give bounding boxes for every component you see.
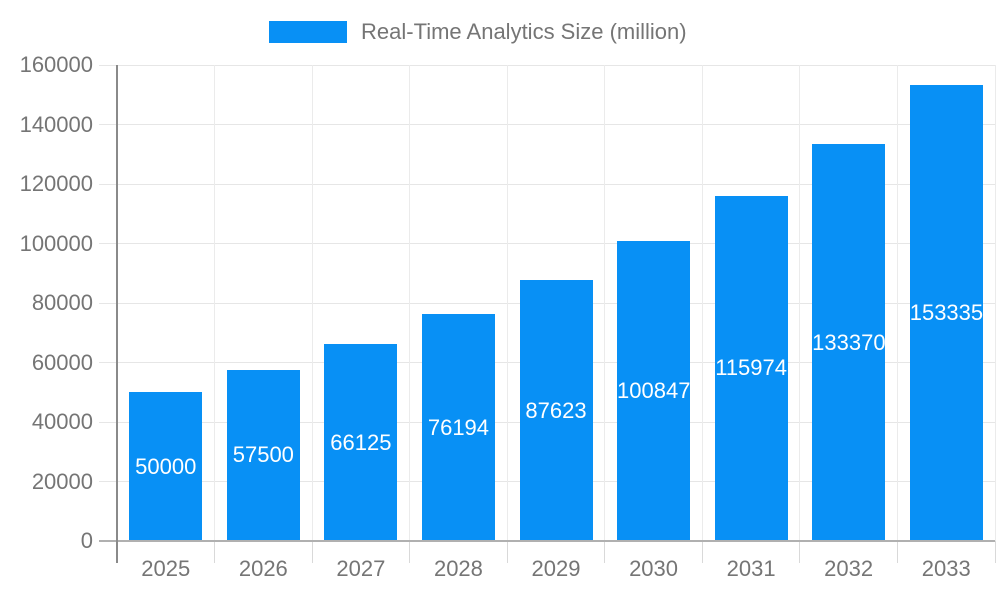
x-axis-tick [214, 541, 216, 563]
y-tick-label: 60000 [31, 349, 93, 375]
x-tick-label-2028: 2028 [433, 556, 483, 581]
x-axis-tick [311, 541, 313, 563]
x-tick-label-2027: 2027 [336, 556, 386, 581]
bar-value-label: 76194 [427, 414, 490, 440]
x-axis-tick [506, 541, 508, 563]
bar-2025: 50000 [129, 392, 203, 541]
bar-value-label: 133370 [812, 329, 886, 355]
y-axis-line [116, 65, 118, 563]
x-axis-line [99, 540, 995, 542]
y-tick-label: 80000 [31, 290, 93, 315]
x-tick-label-2031: 2031 [726, 556, 776, 581]
x-tick-label-2032: 2032 [824, 556, 874, 581]
v-gridline [506, 65, 508, 541]
h-gridline [99, 243, 995, 244]
bar-value-label: 153335 [909, 299, 983, 325]
bar-value-label: 115974 [715, 355, 787, 381]
y-tick-label: 120000 [19, 171, 93, 196]
bar-2028: 76194 [421, 314, 495, 541]
v-gridline [311, 65, 313, 541]
legend-color-swatch [269, 21, 347, 43]
x-tick-label-2029: 2029 [531, 556, 581, 581]
x-axis-tick [896, 541, 898, 563]
bar-2032: 133370 [812, 144, 886, 541]
bar-value-label: 87623 [525, 397, 587, 423]
y-tick-label: 0 [80, 528, 93, 553]
y-tick-label: 100000 [19, 230, 93, 256]
h-gridline [99, 183, 995, 185]
x-tick-label-2030: 2030 [629, 556, 679, 581]
bar-value-label: 50000 [135, 453, 197, 479]
bar-2029: 87623 [519, 280, 593, 541]
x-axis-tick [701, 541, 703, 563]
bar-2026: 57500 [226, 369, 300, 541]
x-axis-tick [604, 541, 606, 563]
h-gridline [99, 64, 995, 66]
bar-2031: 115974 [714, 195, 788, 541]
x-axis-tick [799, 541, 801, 563]
x-axis-tick [409, 541, 411, 563]
bar-value-label: 100847 [617, 377, 691, 403]
h-gridline [99, 124, 995, 125]
y-tick-label: 140000 [19, 111, 93, 137]
bar-2030: 100847 [617, 240, 691, 541]
y-tick-label: 160000 [19, 52, 93, 77]
v-gridline [896, 65, 898, 541]
v-gridline [994, 65, 996, 541]
v-gridline [214, 65, 216, 541]
v-gridline [604, 65, 606, 541]
legend-label: Real-Time Analytics Size (million) [361, 19, 687, 44]
y-tick-label: 20000 [31, 468, 93, 494]
v-gridline [701, 65, 703, 541]
x-tick-label-2025: 2025 [141, 556, 191, 581]
x-tick-label-2033: 2033 [921, 556, 971, 581]
v-gridline [409, 65, 411, 541]
x-axis-tick [994, 541, 996, 563]
bar-value-label: 57500 [232, 442, 294, 468]
v-gridline [799, 65, 801, 541]
bar-2033: 153335 [909, 84, 983, 541]
x-tick-label-2026: 2026 [238, 556, 288, 581]
y-tick-label: 40000 [31, 409, 93, 434]
bar-value-label: 66125 [330, 429, 392, 455]
bar-2027: 66125 [324, 344, 398, 541]
plot-area: 50000 57500 66125 76194 87623 100847 115974 133… [99, 64, 996, 563]
